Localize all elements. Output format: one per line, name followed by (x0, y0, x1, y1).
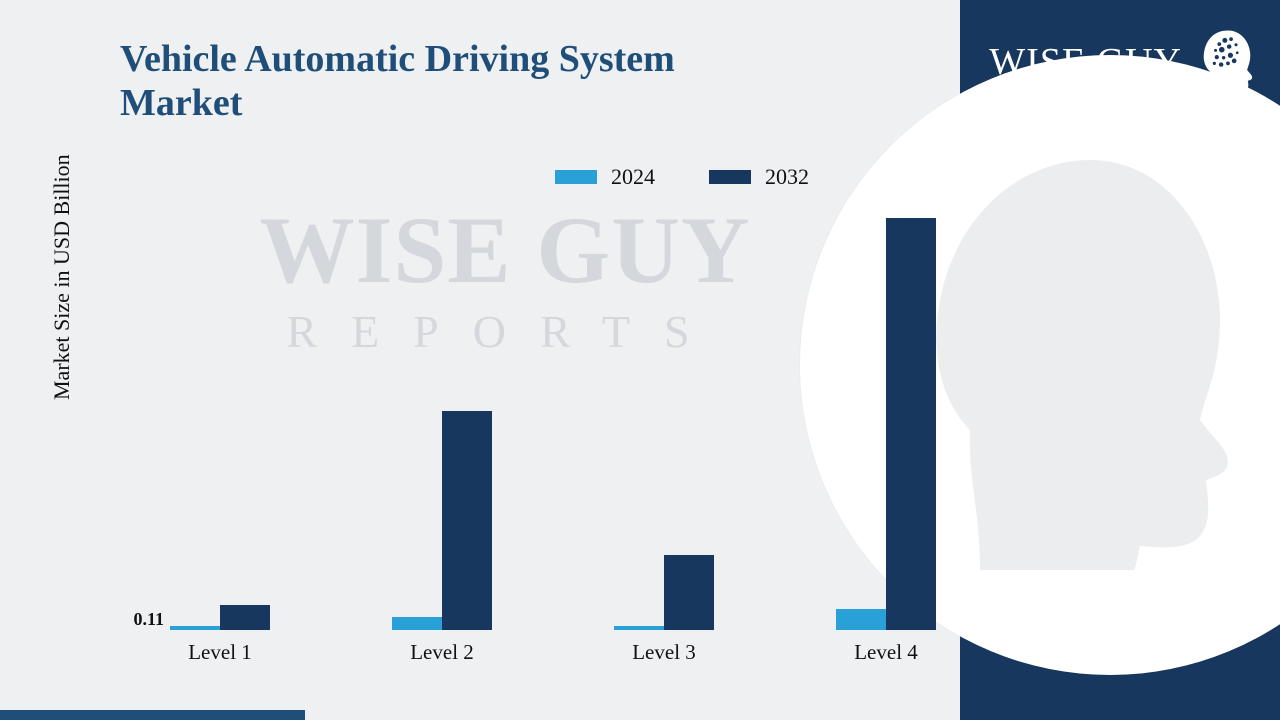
legend-label-2032: 2032 (765, 164, 809, 190)
bar-value-label: 0.11 (133, 609, 164, 630)
legend-item-2032: 2032 (709, 164, 809, 190)
bar (442, 411, 492, 630)
brand-logo: WISE GUY REPORTS (989, 28, 1254, 113)
logo-text: WISE GUY (989, 40, 1182, 84)
x-axis-category-label: Level 3 (632, 640, 696, 665)
bar (836, 609, 886, 631)
legend-swatch-2024 (555, 170, 597, 184)
legend-label-2024: 2024 (611, 164, 655, 190)
bar (220, 605, 270, 630)
logo-subtext: REPORTS (989, 97, 1254, 113)
chart-title: Vehicle Automatic Driving System Market (120, 38, 800, 125)
bottom-accent-strip (0, 710, 305, 720)
y-axis-label: Market Size in USD Billion (49, 154, 75, 400)
legend-item-2024: 2024 (555, 164, 655, 190)
bar (614, 626, 664, 630)
legend-swatch-2032 (709, 170, 751, 184)
x-axis-category-label: Level 4 (854, 640, 918, 665)
x-axis-category-label: Level 2 (410, 640, 474, 665)
x-axis-category-label: Level 1 (188, 640, 252, 665)
plot-area: Level 10.11Level 2Level 3Level 4 (105, 200, 975, 630)
bar (886, 218, 936, 630)
logo-head-icon (1192, 28, 1254, 95)
chart-canvas: WISE GUY REPORTS Vehicle Automatic Drivi… (0, 0, 1280, 720)
bar (392, 617, 442, 630)
legend: 2024 2032 (555, 164, 809, 190)
bar (664, 555, 714, 630)
bar (170, 626, 220, 630)
